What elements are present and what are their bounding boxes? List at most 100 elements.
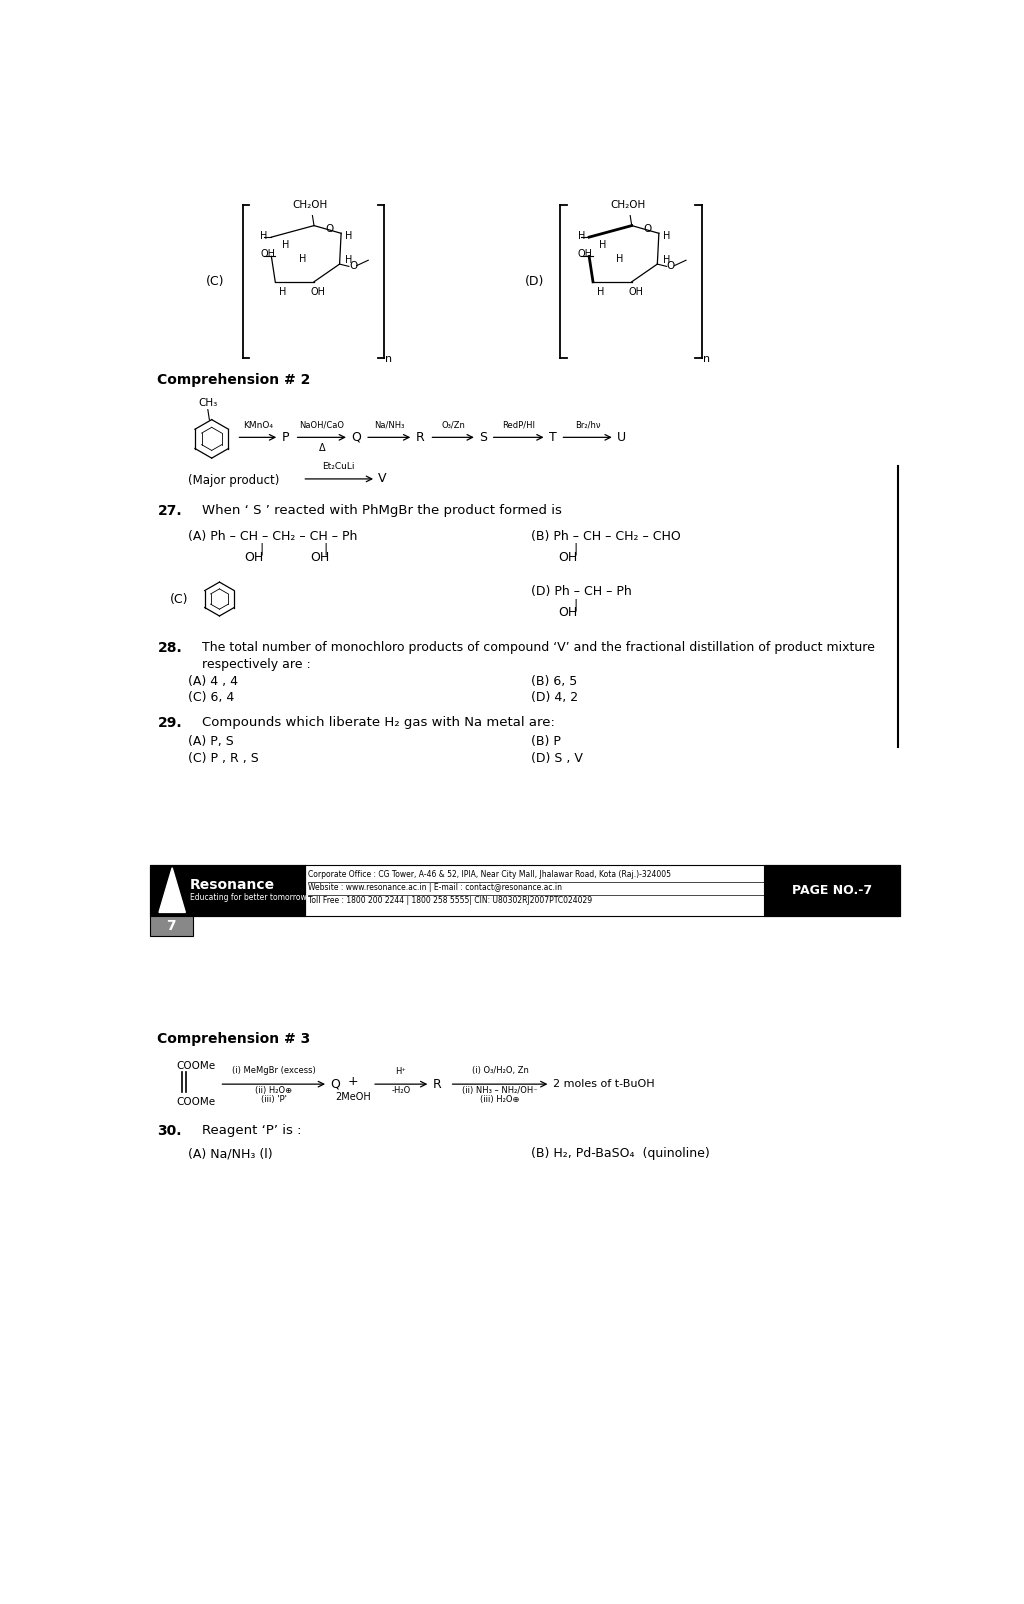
Text: NaOH/CaO: NaOH/CaO	[299, 420, 344, 430]
Text: P: P	[282, 431, 289, 444]
Text: (C): (C)	[170, 592, 188, 606]
Text: 2MeOH: 2MeOH	[335, 1092, 371, 1102]
Text: |: |	[259, 542, 263, 557]
Text: 28.: 28.	[158, 642, 182, 656]
Text: H: H	[663, 231, 670, 241]
Text: n: n	[703, 354, 711, 364]
Text: (iii) 'P': (iii) 'P'	[261, 1096, 287, 1104]
Text: (A) Na/NH₃ (l): (A) Na/NH₃ (l)	[188, 1147, 273, 1160]
Text: (D) S , V: (D) S , V	[531, 752, 583, 765]
Text: Educating for better tomorrow: Educating for better tomorrow	[190, 893, 307, 901]
Text: (ii) H₂O⊕: (ii) H₂O⊕	[255, 1086, 292, 1094]
Text: CH₂OH: CH₂OH	[293, 200, 328, 210]
Text: |: |	[324, 542, 328, 557]
Text: (i) MeMgBr (excess): (i) MeMgBr (excess)	[231, 1067, 315, 1075]
Text: When ‘ S ’ reacted with PhMgBr the product formed is: When ‘ S ’ reacted with PhMgBr the produ…	[202, 504, 561, 518]
Text: (i) O₃/H₂O, Zn: (i) O₃/H₂O, Zn	[472, 1067, 528, 1075]
Text: OH: OH	[628, 287, 643, 297]
Text: H: H	[616, 253, 624, 263]
Text: O: O	[349, 261, 357, 271]
Text: R: R	[416, 431, 424, 444]
Text: respectively are :: respectively are :	[202, 658, 310, 672]
Text: 29.: 29.	[158, 715, 182, 730]
Text: H⁺: H⁺	[395, 1067, 407, 1076]
Text: T: T	[549, 431, 557, 444]
Text: Et₂CuLi: Et₂CuLi	[323, 462, 355, 472]
Polygon shape	[159, 868, 185, 913]
Text: Comprehension # 2: Comprehension # 2	[158, 374, 311, 388]
Text: H: H	[578, 231, 586, 241]
Text: (B) 6, 5: (B) 6, 5	[531, 675, 578, 688]
Text: O: O	[643, 225, 651, 234]
Text: H: H	[597, 287, 604, 297]
Text: Resonance: Resonance	[190, 877, 275, 892]
Text: 2 moles of t-BuOH: 2 moles of t-BuOH	[553, 1079, 654, 1089]
Text: OH: OH	[310, 550, 329, 563]
Text: H: H	[299, 253, 306, 263]
Text: COOMe: COOMe	[176, 1060, 216, 1071]
Text: Q: Q	[331, 1078, 340, 1091]
Text: Website : www.resonance.ac.in | E-mail : contact@resonance.ac.in: Website : www.resonance.ac.in | E-mail :…	[308, 884, 562, 892]
FancyBboxPatch shape	[764, 865, 900, 916]
Text: RedP/HI: RedP/HI	[502, 420, 536, 430]
Text: COOMe: COOMe	[176, 1097, 216, 1107]
Text: |: |	[573, 542, 578, 557]
Text: 30.: 30.	[158, 1124, 182, 1139]
Text: H: H	[260, 231, 267, 241]
Text: (D): (D)	[524, 274, 544, 287]
Text: CH₃: CH₃	[199, 398, 217, 407]
Text: (D) 4, 2: (D) 4, 2	[531, 691, 579, 704]
Text: OH: OH	[310, 287, 326, 297]
Text: |: |	[573, 598, 578, 611]
Text: 7: 7	[167, 919, 176, 932]
Text: R: R	[432, 1078, 441, 1091]
Text: Q: Q	[351, 431, 361, 444]
Text: (B) P: (B) P	[531, 735, 561, 749]
Text: Toll Free : 1800 200 2244 | 1800 258 5555| CIN: U80302RJ2007PTC024029: Toll Free : 1800 200 2244 | 1800 258 555…	[308, 897, 592, 905]
Text: KMnO₄: KMnO₄	[244, 420, 273, 430]
Text: n: n	[385, 354, 392, 364]
Text: H: H	[280, 287, 287, 297]
Text: Compounds which liberate H₂ gas with Na metal are:: Compounds which liberate H₂ gas with Na …	[202, 715, 555, 730]
FancyBboxPatch shape	[150, 865, 305, 916]
Text: (A) P, S: (A) P, S	[188, 735, 234, 749]
Text: (A) 4 , 4: (A) 4 , 4	[188, 675, 239, 688]
Text: OH: OH	[558, 606, 578, 619]
Text: Corporate Office : CG Tower, A-46 & 52, IPIA, Near City Mall, Jhalawar Road, Kot: Corporate Office : CG Tower, A-46 & 52, …	[308, 869, 671, 879]
Text: (C) 6, 4: (C) 6, 4	[188, 691, 234, 704]
Text: (C): (C)	[206, 274, 224, 287]
Text: O₃/Zn: O₃/Zn	[441, 420, 466, 430]
Text: (C) P , R , S: (C) P , R , S	[188, 752, 259, 765]
Text: H: H	[599, 241, 607, 250]
Text: Reagent ‘P’ is :: Reagent ‘P’ is :	[202, 1124, 301, 1137]
Text: +: +	[347, 1075, 358, 1089]
FancyBboxPatch shape	[150, 865, 900, 916]
Text: (A) Ph – CH – CH₂ – CH – Ph: (A) Ph – CH – CH₂ – CH – Ph	[188, 529, 357, 542]
Text: Na/NH₃: Na/NH₃	[374, 420, 404, 430]
Text: (B) H₂, Pd-BaSO₄  (quinoline): (B) H₂, Pd-BaSO₄ (quinoline)	[531, 1147, 710, 1160]
Text: O: O	[667, 261, 675, 271]
Text: H: H	[345, 255, 352, 265]
Text: (iii) H₂O⊕: (iii) H₂O⊕	[480, 1096, 520, 1104]
Text: (ii) NH₃ – NH₂/OH⁻: (ii) NH₃ – NH₂/OH⁻	[462, 1086, 538, 1094]
Text: The total number of monochloro products of compound ‘V’ and the fractional disti: The total number of monochloro products …	[202, 642, 874, 654]
Text: OH: OH	[260, 249, 275, 260]
Text: U: U	[617, 431, 626, 444]
Text: H: H	[663, 255, 670, 265]
Text: V: V	[378, 473, 387, 486]
Text: 27.: 27.	[158, 504, 182, 518]
Text: (Major product): (Major product)	[188, 473, 280, 486]
Text: PAGE NO.-7: PAGE NO.-7	[792, 884, 871, 897]
Text: O: O	[326, 225, 334, 234]
Text: H: H	[345, 231, 352, 241]
Text: S: S	[479, 431, 487, 444]
Text: Br₂/hν: Br₂/hν	[574, 420, 600, 430]
FancyBboxPatch shape	[150, 916, 194, 935]
Text: Δ: Δ	[318, 443, 325, 452]
Text: CH₂OH: CH₂OH	[610, 200, 645, 210]
Text: OH: OH	[578, 249, 593, 260]
Text: OH: OH	[244, 550, 263, 563]
Text: OH: OH	[558, 550, 578, 563]
Text: Comprehension # 3: Comprehension # 3	[158, 1031, 310, 1046]
Text: H: H	[282, 241, 289, 250]
